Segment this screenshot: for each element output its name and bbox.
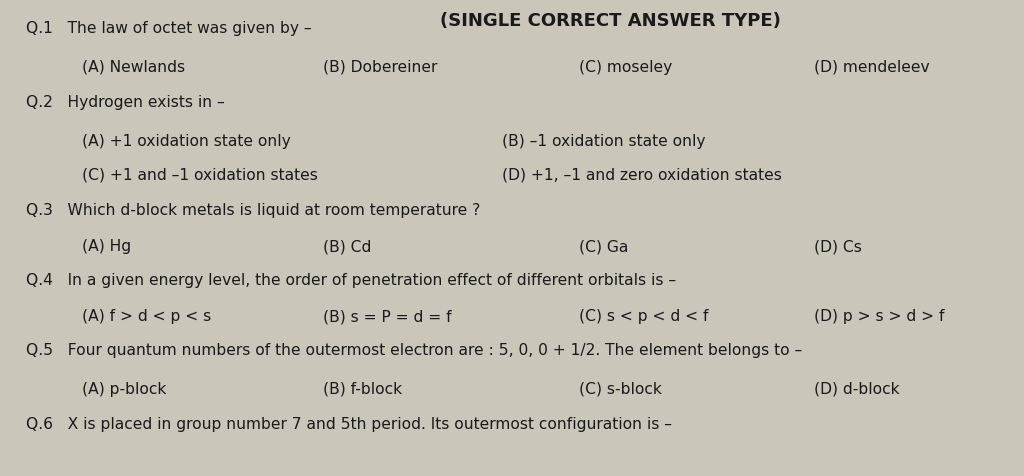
Text: (B) f-block: (B) f-block <box>323 381 401 396</box>
Text: (C) Ga: (C) Ga <box>579 239 628 254</box>
Text: (D) d-block: (D) d-block <box>814 381 900 396</box>
Text: (D) p > s > d > f: (D) p > s > d > f <box>814 308 944 323</box>
Text: (A) Hg: (A) Hg <box>82 239 131 254</box>
Text: (B) –1 oxidation state only: (B) –1 oxidation state only <box>502 133 706 148</box>
Text: (SINGLE CORRECT ANSWER TYPE): (SINGLE CORRECT ANSWER TYPE) <box>440 12 781 30</box>
Text: (D) Cs: (D) Cs <box>814 239 862 254</box>
Text: Q.6   X is placed in group number 7 and 5th period. Its outermost configuration : Q.6 X is placed in group number 7 and 5t… <box>26 416 672 431</box>
Text: (A) f > d < p < s: (A) f > d < p < s <box>82 308 211 323</box>
Text: (C) s-block: (C) s-block <box>579 381 662 396</box>
Text: (D) +1, –1 and zero oxidation states: (D) +1, –1 and zero oxidation states <box>502 168 781 182</box>
Text: Q.2   Hydrogen exists in –: Q.2 Hydrogen exists in – <box>26 95 224 110</box>
Text: (B) Cd: (B) Cd <box>323 239 371 254</box>
Text: (C) s < p < d < f: (C) s < p < d < f <box>579 308 708 323</box>
Text: (A) +1 oxidation state only: (A) +1 oxidation state only <box>82 133 291 148</box>
Text: (A) p-block: (A) p-block <box>82 381 166 396</box>
Text: (D) mendeleev: (D) mendeleev <box>814 60 930 74</box>
Text: Q.4   In a given energy level, the order of penetration effect of different orbi: Q.4 In a given energy level, the order o… <box>26 272 676 287</box>
Text: (A) Newlands: (A) Newlands <box>82 60 185 74</box>
Text: (C) moseley: (C) moseley <box>579 60 672 74</box>
Text: (B) s = P = d = f: (B) s = P = d = f <box>323 308 452 323</box>
Text: (B) Dobereiner: (B) Dobereiner <box>323 60 437 74</box>
Text: (C) +1 and –1 oxidation states: (C) +1 and –1 oxidation states <box>82 168 317 182</box>
Text: Q.3   Which d-block metals is liquid at room temperature ?: Q.3 Which d-block metals is liquid at ro… <box>26 202 480 217</box>
Text: Q.1   The law of octet was given by –: Q.1 The law of octet was given by – <box>26 21 311 36</box>
Text: Q.5   Four quantum numbers of the outermost electron are : 5, 0, 0 + 1/2. The el: Q.5 Four quantum numbers of the outermos… <box>26 343 802 357</box>
